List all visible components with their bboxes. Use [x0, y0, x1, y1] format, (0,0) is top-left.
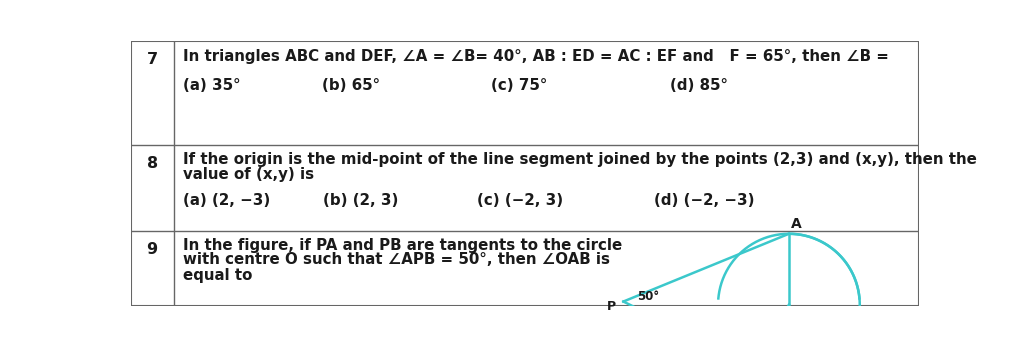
- Text: (b) (2, 3): (b) (2, 3): [323, 193, 398, 208]
- Text: 7: 7: [146, 52, 158, 67]
- Text: If the origin is the mid-point of the line segment joined by the points (2,3) an: If the origin is the mid-point of the li…: [183, 152, 977, 167]
- Text: (d) (−2, −3): (d) (−2, −3): [654, 193, 755, 208]
- Text: (c) (−2, 3): (c) (−2, 3): [477, 193, 563, 208]
- Text: 8: 8: [146, 156, 158, 171]
- Text: (c) 75°: (c) 75°: [490, 78, 547, 93]
- Text: 50°: 50°: [637, 290, 659, 303]
- Text: (d) 85°: (d) 85°: [670, 78, 728, 93]
- Text: P: P: [606, 300, 615, 313]
- Text: value of (x,y) is: value of (x,y) is: [183, 167, 314, 182]
- Text: In triangles ABC and DEF, ∠A = ∠B= 40°, AB : ED = AC : EF and   F = 65°, then ∠B: In triangles ABC and DEF, ∠A = ∠B= 40°, …: [183, 49, 889, 64]
- Text: A: A: [791, 217, 801, 231]
- Text: with centre O such that ∠APB = 50°, then ∠OAB is: with centre O such that ∠APB = 50°, then…: [183, 252, 610, 267]
- Text: (a) (2, −3): (a) (2, −3): [183, 193, 270, 208]
- Text: (b) 65°: (b) 65°: [322, 78, 380, 93]
- Text: (a) 35°: (a) 35°: [183, 78, 241, 93]
- Text: 9: 9: [146, 242, 158, 257]
- Text: In the figure, if PA and PB are tangents to the circle: In the figure, if PA and PB are tangents…: [183, 238, 623, 254]
- Text: equal to: equal to: [183, 268, 252, 283]
